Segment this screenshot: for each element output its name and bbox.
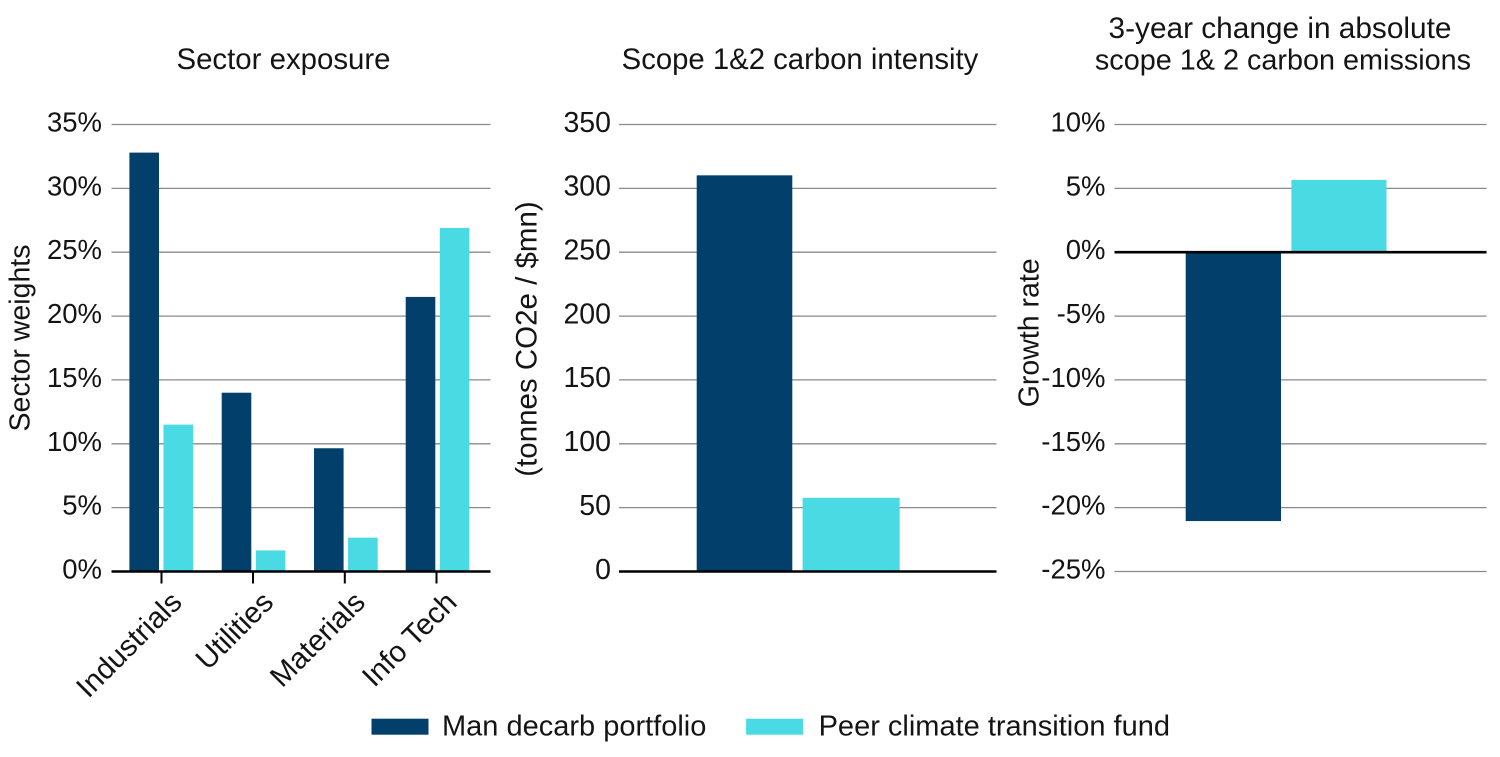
- svg-text:-25%: -25%: [1041, 554, 1105, 585]
- svg-text:scope 1& 2 carbon emissions: scope 1& 2 carbon emissions: [1095, 45, 1471, 77]
- svg-text:Sector exposure: Sector exposure: [176, 43, 390, 76]
- svg-text:15%: 15%: [47, 362, 102, 393]
- svg-text:5%: 5%: [1066, 170, 1106, 201]
- svg-text:-20%: -20%: [1041, 490, 1105, 521]
- svg-text:-5%: -5%: [1057, 298, 1106, 329]
- svg-text:0%: 0%: [1066, 234, 1106, 265]
- svg-text:200: 200: [563, 298, 611, 330]
- svg-text:0: 0: [595, 554, 611, 586]
- svg-text:Growth rate: Growth rate: [1014, 258, 1046, 407]
- svg-text:Peer climate transition fund: Peer climate transition fund: [819, 711, 1170, 743]
- svg-text:-15%: -15%: [1041, 426, 1105, 457]
- svg-text:50: 50: [579, 490, 611, 522]
- svg-text:10%: 10%: [1050, 107, 1105, 138]
- svg-text:Scope 1&2 carbon intensity: Scope 1&2 carbon intensity: [622, 43, 979, 76]
- svg-text:100: 100: [563, 426, 611, 458]
- svg-text:(tonnes CO2e / $mn): (tonnes CO2e / $mn): [511, 201, 544, 476]
- svg-text:30%: 30%: [47, 170, 102, 201]
- svg-text:250: 250: [563, 235, 611, 267]
- svg-text:20%: 20%: [47, 298, 102, 329]
- svg-text:3-year change in absolute: 3-year change in absolute: [1109, 12, 1452, 45]
- svg-text:35%: 35%: [47, 107, 102, 138]
- svg-text:-10%: -10%: [1041, 362, 1105, 393]
- svg-text:150: 150: [563, 362, 611, 394]
- svg-text:0%: 0%: [62, 554, 102, 585]
- svg-text:350: 350: [563, 107, 611, 139]
- svg-text:10%: 10%: [47, 426, 102, 457]
- svg-text:Man decarb portfolio: Man decarb portfolio: [442, 711, 706, 743]
- svg-text:5%: 5%: [62, 490, 102, 521]
- svg-text:25%: 25%: [47, 234, 102, 265]
- svg-text:Sector weights: Sector weights: [5, 245, 37, 432]
- svg-text:300: 300: [563, 171, 611, 203]
